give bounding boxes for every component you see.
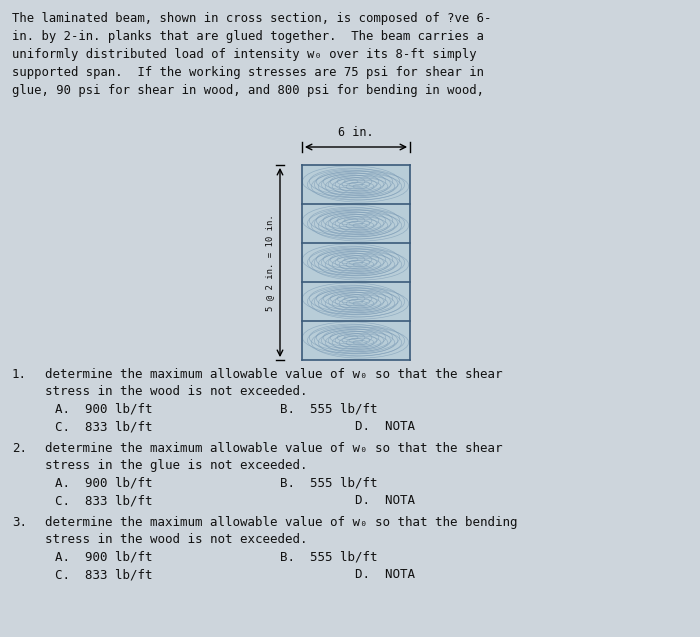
Text: determine the maximum allowable value of w₀ so that the shear: determine the maximum allowable value of…	[45, 368, 503, 381]
Text: D.  NOTA: D. NOTA	[355, 420, 415, 433]
Text: B.  555 lb/ft: B. 555 lb/ft	[280, 551, 377, 564]
Text: C.  833 lb/ft: C. 833 lb/ft	[55, 568, 153, 581]
Text: supported span.  If the working stresses are 75 psi for shear in: supported span. If the working stresses …	[12, 66, 484, 79]
Text: determine the maximum allowable value of w₀ so that the bending: determine the maximum allowable value of…	[45, 516, 517, 529]
Bar	[302, 282, 410, 321]
Text: 2.: 2.	[12, 442, 27, 455]
Text: D.  NOTA: D. NOTA	[355, 494, 415, 507]
Text: 1.: 1.	[12, 368, 27, 381]
Bar	[302, 243, 410, 282]
Text: 5 @ 2 in. = 10 in.: 5 @ 2 in. = 10 in.	[265, 214, 274, 311]
Text: A.  900 lb/ft: A. 900 lb/ft	[55, 477, 153, 490]
Text: 6 in.: 6 in.	[338, 126, 374, 139]
Text: B.  555 lb/ft: B. 555 lb/ft	[280, 477, 377, 490]
Text: glue, 90 psi for shear in wood, and 800 psi for bending in wood,: glue, 90 psi for shear in wood, and 800 …	[12, 84, 484, 97]
Text: 3.: 3.	[12, 516, 27, 529]
Text: stress in the wood is not exceeded.: stress in the wood is not exceeded.	[45, 385, 307, 398]
Text: D.  NOTA: D. NOTA	[355, 568, 415, 581]
Bar	[302, 165, 410, 204]
Bar	[302, 321, 410, 360]
Text: uniformly distributed load of intensity w₀ over its 8-ft simply: uniformly distributed load of intensity …	[12, 48, 477, 61]
Text: B.  555 lb/ft: B. 555 lb/ft	[280, 403, 377, 416]
Text: A.  900 lb/ft: A. 900 lb/ft	[55, 551, 153, 564]
Text: C.  833 lb/ft: C. 833 lb/ft	[55, 420, 153, 433]
Text: A.  900 lb/ft: A. 900 lb/ft	[55, 403, 153, 416]
Text: stress in the wood is not exceeded.: stress in the wood is not exceeded.	[45, 533, 307, 546]
Bar	[302, 204, 410, 243]
Text: C.  833 lb/ft: C. 833 lb/ft	[55, 494, 153, 507]
Text: stress in the glue is not exceeded.: stress in the glue is not exceeded.	[45, 459, 307, 472]
Text: in. by 2-in. planks that are glued together.  The beam carries a: in. by 2-in. planks that are glued toget…	[12, 30, 484, 43]
Text: determine the maximum allowable value of w₀ so that the shear: determine the maximum allowable value of…	[45, 442, 503, 455]
Text: The laminated beam, shown in cross section, is composed of ?ve 6-: The laminated beam, shown in cross secti…	[12, 12, 491, 25]
